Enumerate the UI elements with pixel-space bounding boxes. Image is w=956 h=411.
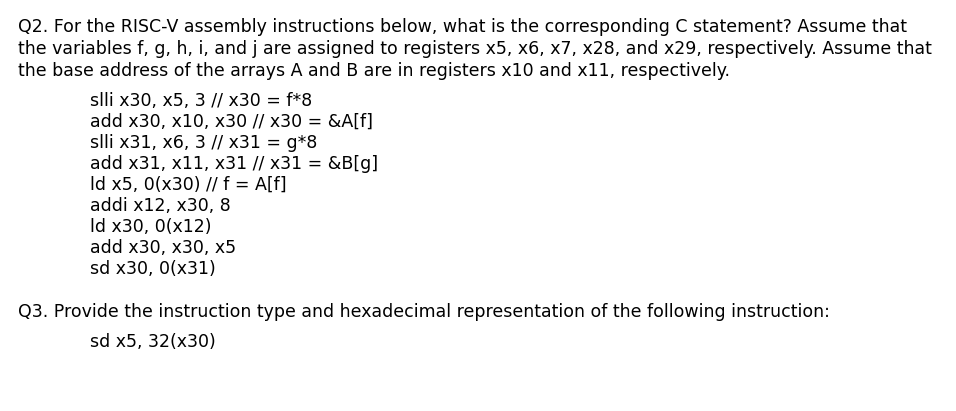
Text: Q2. For the RISC-V assembly instructions below, what is the corresponding C stat: Q2. For the RISC-V assembly instructions… xyxy=(18,18,907,36)
Text: ld x30, 0(x12): ld x30, 0(x12) xyxy=(90,218,211,236)
Text: slli x31, x6, 3 // x31 = g*8: slli x31, x6, 3 // x31 = g*8 xyxy=(90,134,317,152)
Text: Q3. Provide the instruction type and hexadecimal representation of the following: Q3. Provide the instruction type and hex… xyxy=(18,303,830,321)
Text: sd x30, 0(x31): sd x30, 0(x31) xyxy=(90,260,216,278)
Text: the base address of the arrays A and B are in registers x10 and x11, respectivel: the base address of the arrays A and B a… xyxy=(18,62,730,80)
Text: the variables f, g, h, i, and j are assigned to registers x5, x6, x7, x28, and x: the variables f, g, h, i, and j are assi… xyxy=(18,40,932,58)
Text: add x30, x10, x30 // x30 = &A[f]: add x30, x10, x30 // x30 = &A[f] xyxy=(90,113,373,131)
Text: add x30, x30, x5: add x30, x30, x5 xyxy=(90,239,236,257)
Text: addi x12, x30, 8: addi x12, x30, 8 xyxy=(90,197,230,215)
Text: slli x30, x5, 3 // x30 = f*8: slli x30, x5, 3 // x30 = f*8 xyxy=(90,92,313,110)
Text: ld x5, 0(x30) // f = A[f]: ld x5, 0(x30) // f = A[f] xyxy=(90,176,287,194)
Text: sd x5, 32(x30): sd x5, 32(x30) xyxy=(90,333,216,351)
Text: add x31, x11, x31 // x31 = &B[g]: add x31, x11, x31 // x31 = &B[g] xyxy=(90,155,379,173)
